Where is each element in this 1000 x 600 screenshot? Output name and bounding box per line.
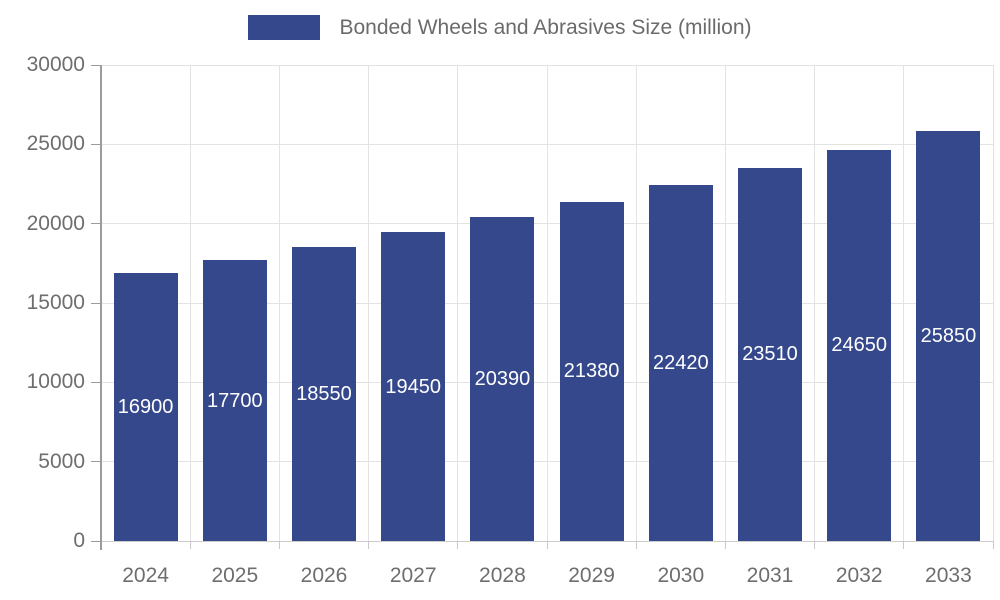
x-tick-label: 2028 <box>479 564 526 587</box>
bar-value-label: 18550 <box>296 382 352 405</box>
gridline-vertical <box>992 65 994 541</box>
x-tick-label: 2029 <box>568 564 615 587</box>
y-tick-label: 25000 <box>26 132 85 156</box>
y-axis-line <box>100 65 102 550</box>
bar-value-label: 23510 <box>742 343 798 366</box>
x-tick-label: 2025 <box>211 564 259 587</box>
x-axis-tick <box>903 541 905 549</box>
gridline-vertical <box>903 65 905 541</box>
y-axis-tick <box>91 461 101 463</box>
x-axis-tick <box>992 541 994 549</box>
x-axis-tick <box>724 541 726 549</box>
bar-value-label: 20390 <box>474 368 531 391</box>
x-axis-tick <box>635 541 637 549</box>
gridline-vertical <box>368 65 370 541</box>
x-tick-label: 2032 <box>835 564 883 587</box>
bar-2033 <box>916 130 981 541</box>
y-tick-label: 15000 <box>26 291 85 314</box>
bar-2027 <box>381 232 446 541</box>
bar-2028 <box>470 217 535 541</box>
y-axis-tick <box>91 64 101 66</box>
y-tick-label: 30000 <box>26 53 85 76</box>
x-axis-tick <box>189 541 191 549</box>
x-tick-label: 2030 <box>657 564 705 587</box>
x-axis-tick <box>368 541 370 549</box>
bar-value-label: 16900 <box>117 395 174 418</box>
legend: Bonded Wheels and Abrasives Size (millio… <box>0 15 1000 40</box>
bar-value-label: 21380 <box>563 360 620 383</box>
bar-2029 <box>559 201 624 541</box>
gridline-vertical <box>457 65 459 541</box>
legend-swatch <box>248 15 321 40</box>
y-tick-label: 0 <box>73 529 85 552</box>
bar-2026 <box>292 246 356 541</box>
gridline-vertical <box>546 65 548 541</box>
bar-value-label: 19450 <box>385 375 441 398</box>
bar-2031 <box>738 167 802 541</box>
y-axis-tick <box>91 540 101 542</box>
y-tick-label: 10000 <box>26 370 85 394</box>
bar-2030 <box>648 185 713 541</box>
y-axis-tick <box>91 143 101 145</box>
x-axis-line <box>101 540 993 542</box>
bar-value-label: 17700 <box>206 389 263 412</box>
x-axis-tick <box>457 541 459 549</box>
x-tick-label: 2031 <box>746 564 794 587</box>
legend-item[interactable]: Bonded Wheels and Abrasives Size (millio… <box>248 15 752 40</box>
gridline-vertical <box>814 65 816 541</box>
y-tick-label: 5000 <box>38 449 85 473</box>
y-axis-tick <box>91 223 101 225</box>
x-tick-label: 2024 <box>122 564 169 587</box>
bar-2025 <box>202 260 267 541</box>
x-axis-tick <box>278 541 280 549</box>
bar-2024 <box>113 272 178 541</box>
x-axis-tick <box>814 541 816 549</box>
y-tick-label: 20000 <box>26 211 85 235</box>
legend-label: Bonded Wheels and Abrasives Size (millio… <box>339 16 752 39</box>
x-tick-label: 2027 <box>389 564 437 587</box>
x-tick-label: 2033 <box>925 564 972 587</box>
bar-value-label: 24650 <box>831 334 887 357</box>
gridline-vertical <box>635 65 637 541</box>
gridline-vertical <box>189 65 191 541</box>
gridline-vertical <box>278 65 280 541</box>
x-tick-label: 2026 <box>300 564 348 587</box>
y-axis-tick <box>91 381 101 383</box>
x-axis-tick <box>546 541 548 549</box>
bar-2032 <box>827 149 892 541</box>
y-axis-tick <box>91 302 101 304</box>
gridline-vertical <box>724 65 726 541</box>
bar-value-label: 25850 <box>920 324 977 347</box>
bar-value-label: 22420 <box>652 352 709 375</box>
